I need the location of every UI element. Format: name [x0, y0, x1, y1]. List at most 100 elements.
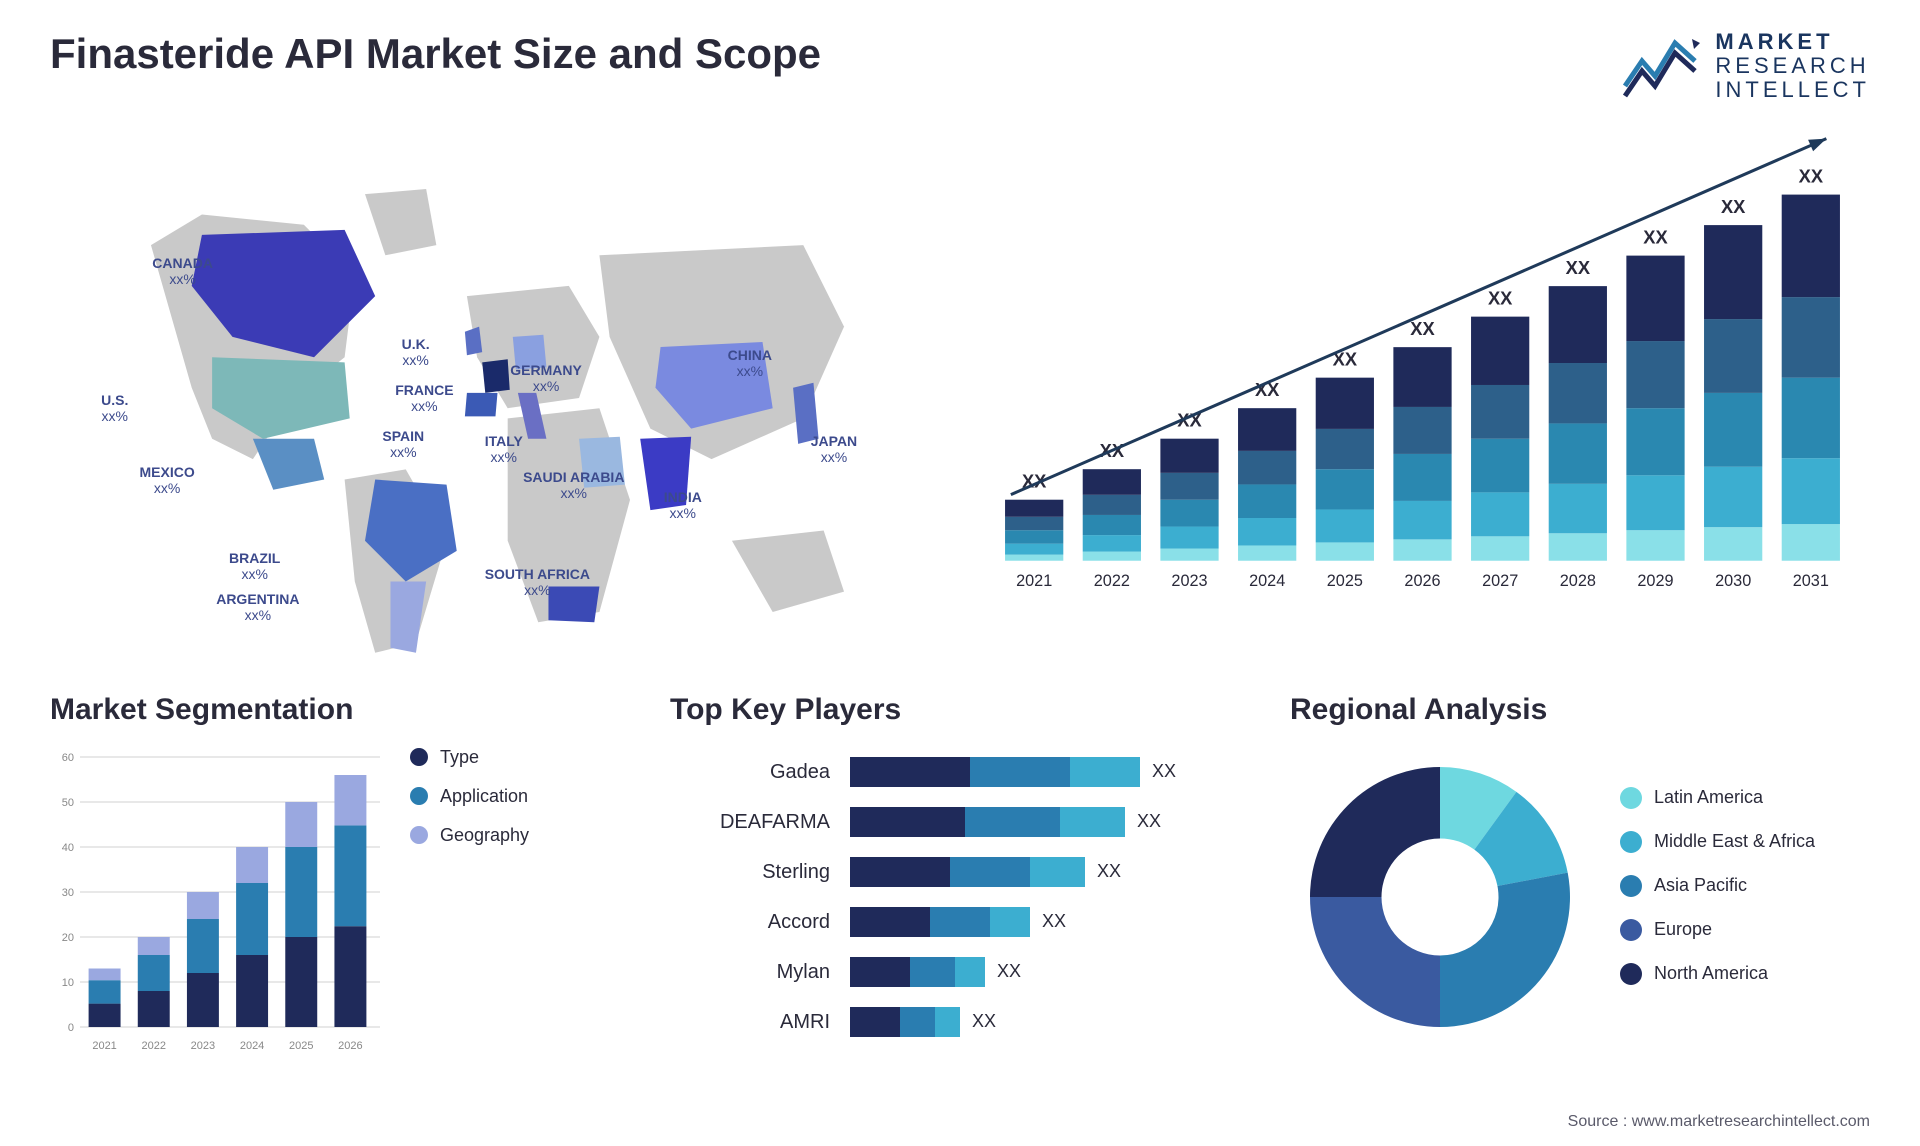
player-bar-segment — [1070, 757, 1140, 787]
map-label: U.K.xx% — [402, 336, 430, 368]
legend-label: Latin America — [1654, 787, 1763, 808]
map-label: ARGENTINAxx% — [216, 591, 299, 623]
segmentation-section: Market Segmentation 01020304050602021202… — [50, 693, 630, 1057]
segmentation-legend-item: Application — [410, 786, 529, 807]
player-bar-segment — [990, 907, 1030, 937]
regional-legend-item: Latin America — [1620, 787, 1815, 809]
regional-legend-item: Europe — [1620, 919, 1815, 941]
player-value-label: XX — [997, 961, 1021, 982]
player-bar-segment — [850, 857, 950, 887]
player-name: Accord — [670, 897, 830, 947]
map-label: MEXICOxx% — [140, 464, 195, 496]
growth-chart: XX2021XX2022XX2023XX2024XX2025XX2026XX20… — [975, 133, 1870, 663]
players-bars: XX XX XX XX XX XX — [850, 747, 1250, 1047]
legend-swatch-icon — [410, 748, 428, 766]
logo-line-1: MARKET — [1715, 30, 1870, 54]
regional-section: Regional Analysis Latin AmericaMiddle Ea… — [1290, 693, 1870, 1057]
legend-label: Geography — [440, 825, 529, 846]
page-title: Finasteride API Market Size and Scope — [50, 30, 821, 78]
map-label: SOUTH AFRICAxx% — [485, 566, 590, 598]
legend-label: Middle East & Africa — [1654, 831, 1815, 852]
legend-label: Application — [440, 786, 528, 807]
player-name: AMRI — [670, 997, 830, 1047]
svg-text:2028: 2028 — [1560, 572, 1596, 590]
logo-mark-icon — [1620, 31, 1700, 101]
player-bar-row: XX — [850, 797, 1250, 847]
svg-text:2021: 2021 — [1016, 572, 1052, 590]
legend-swatch-icon — [410, 826, 428, 844]
svg-text:2026: 2026 — [1404, 572, 1440, 590]
legend-swatch-icon — [1620, 831, 1642, 853]
regional-legend-item: North America — [1620, 963, 1815, 985]
player-bar-row: XX — [850, 747, 1250, 797]
player-name: Mylan — [670, 947, 830, 997]
svg-text:2030: 2030 — [1715, 572, 1751, 590]
map-label: JAPANxx% — [811, 433, 857, 465]
player-bar-segment — [950, 857, 1030, 887]
segmentation-legend-item: Geography — [410, 825, 529, 846]
svg-text:XX: XX — [1488, 287, 1513, 308]
legend-swatch-icon — [1620, 787, 1642, 809]
player-bar-segment — [955, 957, 985, 987]
map-label: INDIAxx% — [664, 489, 702, 521]
player-value-label: XX — [1097, 861, 1121, 882]
svg-text:XX: XX — [1643, 226, 1668, 247]
map-label: U.S.xx% — [101, 392, 128, 424]
svg-text:XX: XX — [1410, 318, 1435, 339]
map-label: FRANCExx% — [395, 382, 453, 414]
svg-text:2025: 2025 — [289, 1040, 313, 1052]
svg-text:2023: 2023 — [1171, 572, 1207, 590]
players-section: Top Key Players GadeaDEAFARMASterlingAcc… — [670, 693, 1250, 1057]
svg-text:2026: 2026 — [338, 1040, 362, 1052]
source-label: Source : www.marketresearchintellect.com — [1568, 1113, 1870, 1131]
player-name: DEAFARMA — [670, 797, 830, 847]
legend-label: Type — [440, 747, 479, 768]
svg-text:0: 0 — [68, 1022, 74, 1034]
player-bar-segment — [850, 957, 910, 987]
player-value-label: XX — [1042, 911, 1066, 932]
segmentation-legend: Type Application Geography — [410, 747, 529, 864]
player-bar-segment — [900, 1007, 935, 1037]
player-bar-segment — [935, 1007, 960, 1037]
svg-text:XX: XX — [1721, 195, 1746, 216]
svg-text:40: 40 — [62, 842, 74, 854]
svg-text:2025: 2025 — [1327, 572, 1363, 590]
map-label: GERMANYxx% — [510, 362, 582, 394]
svg-text:2027: 2027 — [1482, 572, 1518, 590]
svg-text:2029: 2029 — [1637, 572, 1673, 590]
svg-text:2023: 2023 — [191, 1040, 215, 1052]
player-bar-segment — [850, 807, 965, 837]
svg-text:50: 50 — [62, 797, 74, 809]
svg-text:2021: 2021 — [92, 1040, 116, 1052]
svg-text:2024: 2024 — [240, 1040, 264, 1052]
map-label: BRAZILxx% — [229, 550, 280, 582]
player-value-label: XX — [972, 1011, 996, 1032]
player-value-label: XX — [1137, 811, 1161, 832]
svg-text:60: 60 — [62, 752, 74, 764]
player-bar-segment — [930, 907, 990, 937]
player-name: Gadea — [670, 747, 830, 797]
svg-text:20: 20 — [62, 932, 74, 944]
svg-text:2022: 2022 — [1094, 572, 1130, 590]
segmentation-title: Market Segmentation — [50, 693, 630, 727]
legend-swatch-icon — [1620, 963, 1642, 985]
regional-donut-svg — [1290, 747, 1590, 1047]
player-value-label: XX — [1152, 761, 1176, 782]
legend-swatch-icon — [410, 787, 428, 805]
player-bar-segment — [850, 1007, 900, 1037]
growth-chart-svg: XX2021XX2022XX2023XX2024XX2025XX2026XX20… — [975, 133, 1870, 663]
svg-text:2031: 2031 — [1793, 572, 1829, 590]
legend-label: Europe — [1654, 919, 1712, 940]
brand-logo: MARKET RESEARCH INTELLECT — [1620, 30, 1870, 103]
map-label: SPAINxx% — [382, 428, 424, 460]
player-bar-segment — [1030, 857, 1085, 887]
player-bar-segment — [850, 907, 930, 937]
player-name: Sterling — [670, 847, 830, 897]
map-label: CHINAxx% — [728, 347, 772, 379]
player-bar-segment — [850, 757, 970, 787]
logo-line-3: INTELLECT — [1715, 78, 1870, 102]
player-bar-segment — [965, 807, 1060, 837]
players-title: Top Key Players — [670, 693, 1250, 727]
player-bar-segment — [970, 757, 1070, 787]
player-bar-row: XX — [850, 997, 1250, 1047]
